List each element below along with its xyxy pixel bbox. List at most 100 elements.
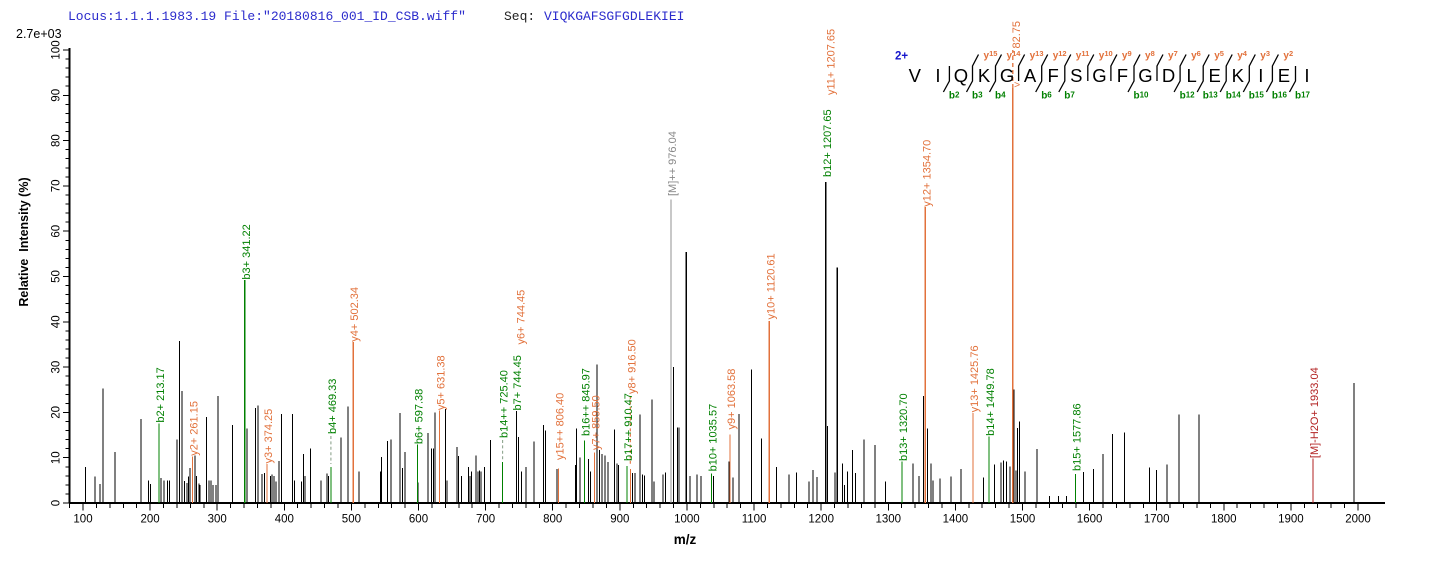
svg-text:b16: b16	[1272, 91, 1288, 102]
svg-text:y12+ 1354.70: y12+ 1354.70	[921, 140, 933, 207]
svg-text:y11+ 1207.65: y11+ 1207.65	[826, 29, 838, 95]
svg-text:0: 0	[51, 500, 63, 506]
svg-text:b17: b17	[1295, 91, 1311, 102]
svg-text:b3: b3	[972, 91, 983, 102]
svg-text:b2+ 213.17: b2+ 213.17	[155, 367, 167, 422]
svg-text:V: V	[909, 65, 922, 86]
svg-text:I: I	[935, 65, 940, 86]
svg-text:100: 100	[73, 514, 92, 526]
svg-text:y15++ 806.40: y15++ 806.40	[555, 393, 567, 460]
svg-text:y5: y5	[1214, 49, 1224, 62]
svg-text:1200: 1200	[808, 514, 834, 526]
svg-text:2.7e+03: 2.7e+03	[16, 27, 62, 41]
svg-text:1300: 1300	[876, 514, 902, 526]
svg-text:Q: Q	[954, 65, 968, 86]
svg-text:y2: y2	[1283, 49, 1293, 62]
svg-text:400: 400	[275, 514, 294, 526]
svg-text:E: E	[1209, 65, 1221, 86]
svg-text:600: 600	[409, 514, 428, 526]
svg-text:y3: y3	[1260, 49, 1270, 62]
svg-text:82.75: 82.75	[1011, 21, 1023, 49]
svg-text:100: 100	[51, 40, 63, 59]
svg-text:y6+ 744.45: y6+ 744.45	[516, 290, 528, 345]
svg-text:700: 700	[476, 514, 495, 526]
svg-text:>: >	[1014, 79, 1020, 91]
svg-text:b14: b14	[1226, 91, 1242, 102]
svg-text:b7: b7	[1064, 91, 1075, 102]
svg-text:10: 10	[51, 451, 63, 464]
svg-text:20: 20	[51, 406, 63, 419]
svg-text:K: K	[1232, 65, 1245, 86]
svg-text:y5+ 631.38: y5+ 631.38	[436, 355, 448, 410]
svg-text:[M]++ 976.04: [M]++ 976.04	[667, 131, 679, 196]
svg-text:y13+ 1425.76: y13+ 1425.76	[969, 345, 981, 412]
svg-text:G: G	[1092, 65, 1106, 86]
svg-text:b13: b13	[1203, 91, 1219, 102]
svg-text:Seq:: Seq:	[504, 9, 535, 24]
svg-text:Relative Intensity (%): Relative Intensity (%)	[17, 177, 31, 306]
svg-text:200: 200	[141, 514, 160, 526]
svg-text:b14+ 1449.78: b14+ 1449.78	[985, 368, 997, 436]
svg-text:b10+ 1035.57: b10+ 1035.57	[707, 404, 719, 472]
svg-text:b15: b15	[1249, 91, 1265, 102]
svg-text:b7+ 744.45: b7+ 744.45	[512, 355, 524, 410]
svg-text:80: 80	[51, 134, 63, 147]
svg-text:b13+ 1320.70: b13+ 1320.70	[898, 393, 910, 461]
svg-text:Locus:1.1.1.1983.19 File:"2018: Locus:1.1.1.1983.19 File:"20180816_001_I…	[68, 9, 466, 24]
svg-text:y4+ 502.34: y4+ 502.34	[349, 287, 361, 342]
svg-text:G: G	[1138, 65, 1152, 86]
svg-text:b10: b10	[1134, 91, 1150, 102]
svg-text:b4: b4	[995, 91, 1006, 102]
svg-text:1500: 1500	[1010, 514, 1036, 526]
svg-text:F: F	[1048, 65, 1059, 86]
svg-text:b2: b2	[949, 91, 960, 102]
svg-text:G: G	[1000, 65, 1014, 86]
svg-text:1600: 1600	[1077, 514, 1103, 526]
svg-text:I: I	[1304, 65, 1309, 86]
svg-text:y9+ 1063.58: y9+ 1063.58	[726, 369, 738, 430]
svg-text:y9: y9	[1122, 49, 1132, 62]
svg-text:VIQKGAFSGFGDLEKIEI: VIQKGAFSGFGDLEKIEI	[544, 9, 684, 24]
svg-text:D: D	[1162, 65, 1175, 86]
svg-text:800: 800	[543, 514, 562, 526]
svg-text:m/z: m/z	[674, 532, 697, 547]
svg-text:b15+ 1577.86: b15+ 1577.86	[1071, 403, 1083, 471]
svg-text:1000: 1000	[674, 514, 700, 526]
svg-text:y8+ 916.50: y8+ 916.50	[626, 339, 638, 394]
svg-text:2+: 2+	[895, 51, 908, 63]
svg-text:1400: 1400	[943, 514, 969, 526]
svg-text:b14++ 725.40: b14++ 725.40	[499, 370, 511, 438]
svg-text:y7+ 859.50: y7+ 859.50	[591, 395, 603, 450]
svg-text:b17++ 910.47: b17++ 910.47	[623, 393, 635, 461]
svg-text:E: E	[1278, 65, 1290, 86]
svg-text:y4: y4	[1237, 49, 1248, 62]
svg-text:y7: y7	[1168, 49, 1178, 62]
svg-text:I: I	[1258, 65, 1263, 86]
svg-text:30: 30	[51, 361, 63, 374]
svg-text:1100: 1100	[742, 514, 767, 526]
svg-text:A: A	[1024, 65, 1037, 86]
svg-text:S: S	[1070, 65, 1082, 86]
svg-text:40: 40	[51, 315, 63, 328]
svg-text:b12+ 1207.65: b12+ 1207.65	[822, 109, 834, 177]
svg-text:1700: 1700	[1144, 514, 1170, 526]
svg-text:1900: 1900	[1278, 514, 1304, 526]
svg-text:y6: y6	[1191, 49, 1201, 62]
svg-text:b4+ 469.33: b4+ 469.33	[327, 379, 339, 434]
svg-text:y10+ 1120.61: y10+ 1120.61	[765, 253, 777, 319]
svg-text:F: F	[1117, 65, 1128, 86]
svg-text:y8: y8	[1145, 49, 1155, 62]
svg-text:b16++ 845.97: b16++ 845.97	[580, 368, 592, 436]
svg-text:y3+ 374.25: y3+ 374.25	[263, 409, 275, 464]
svg-text:2000: 2000	[1345, 514, 1371, 526]
svg-text:50: 50	[51, 270, 63, 283]
svg-text:K: K	[978, 65, 991, 86]
svg-text:60: 60	[51, 225, 63, 238]
svg-text:500: 500	[342, 514, 361, 526]
svg-text:300: 300	[208, 514, 227, 526]
svg-text:L: L	[1186, 65, 1196, 86]
svg-text:b6: b6	[1041, 91, 1052, 102]
svg-text:90: 90	[51, 89, 63, 102]
svg-text:b3+ 341.22: b3+ 341.22	[241, 224, 253, 279]
svg-text:70: 70	[51, 180, 63, 193]
